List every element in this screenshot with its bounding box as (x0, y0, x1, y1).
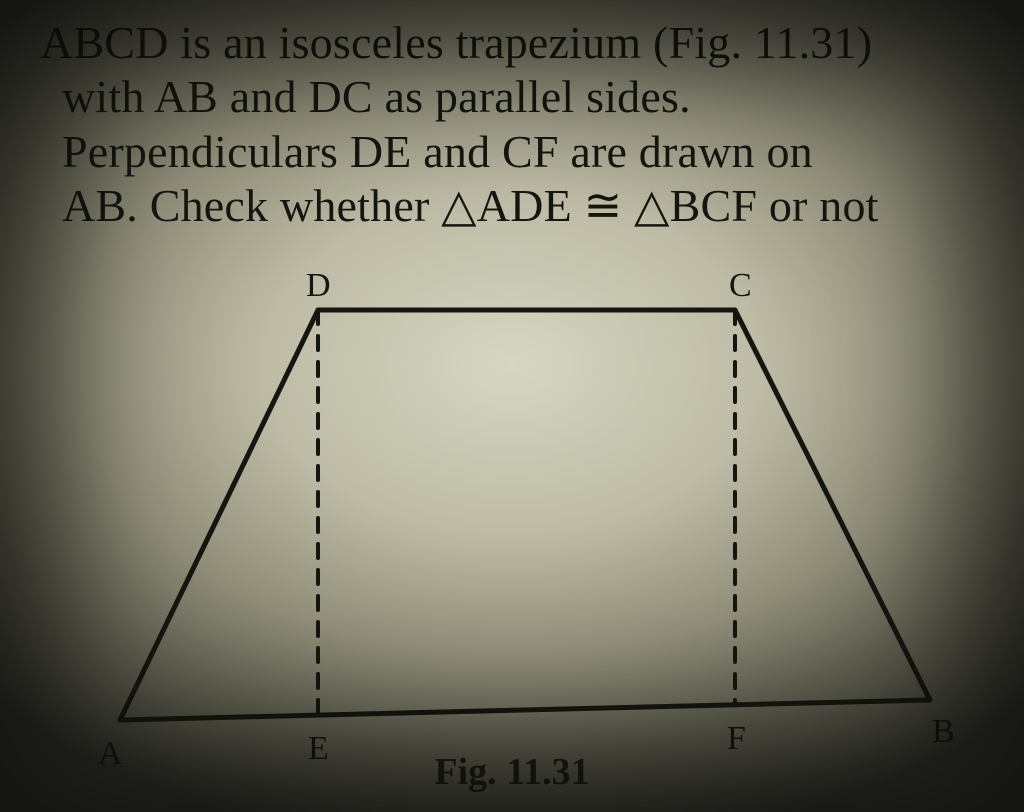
vertex-label-D: D (306, 267, 331, 304)
figure-caption: Fig. 11.31 (0, 750, 1024, 794)
vertex-label-B: B (932, 713, 955, 750)
vertex-label-C: C (729, 267, 752, 304)
trapezium-figure: DCAEFB (0, 0, 1024, 812)
